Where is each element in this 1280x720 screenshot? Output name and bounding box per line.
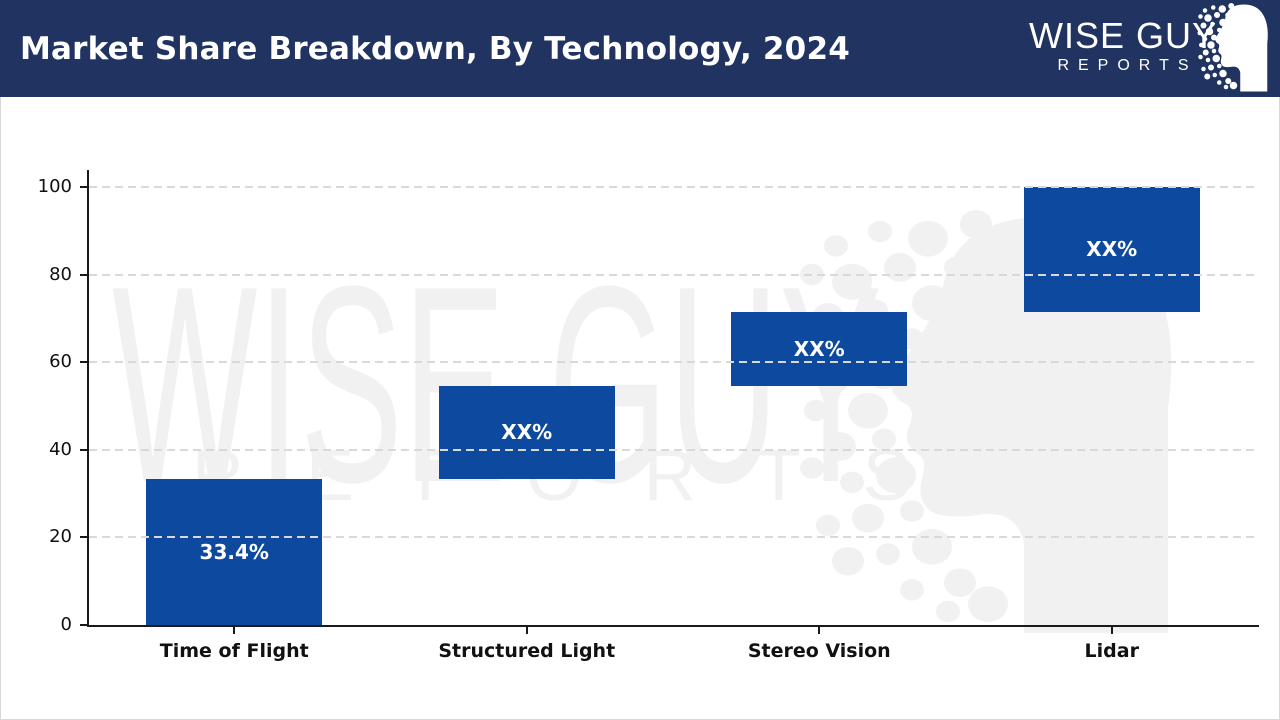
header-bar: Market Share Breakdown, By Technology, 2…: [0, 0, 1280, 97]
y-tick-mark: [80, 448, 88, 451]
y-gridline: [89, 186, 1258, 188]
waterfall-bar: [1023, 187, 1200, 312]
y-tick-label: 40: [49, 438, 72, 460]
logo-wordmark: WISE GUY: [1028, 15, 1217, 56]
y-tick-label: 60: [49, 351, 72, 373]
bar-value-label: 33.4%: [199, 539, 269, 564]
waterfall-bar: [731, 311, 908, 387]
y-tick-mark: [80, 186, 88, 188]
x-category-label: Lidar: [1084, 640, 1139, 662]
bar-value-label: XX%: [1086, 237, 1138, 262]
y-gridline: [89, 361, 1258, 364]
brand-logo: WISE GUY REPORTS: [1029, 18, 1217, 74]
x-category-label: Stereo Vision: [747, 640, 891, 662]
x-axis-line: [87, 625, 1259, 627]
y-tick-mark: [80, 536, 88, 539]
y-tick-label: 0: [60, 614, 72, 635]
bar-value-label: XX%: [501, 420, 553, 445]
bar-value-label: XX%: [793, 337, 845, 362]
y-tick-label: 100: [37, 176, 72, 197]
y-gridline: [89, 273, 1258, 276]
x-category-label: Structured Light: [438, 640, 616, 662]
chart-title: Market Share Breakdown, By Technology, 2…: [20, 30, 850, 67]
x-tick-mark: [1110, 627, 1113, 634]
x-tick-mark: [525, 627, 528, 634]
y-tick-mark: [80, 361, 88, 364]
x-tick-mark: [233, 627, 236, 634]
y-tick-label: 20: [49, 526, 72, 548]
x-category-label: Time of Flight: [159, 640, 309, 662]
y-gridline: [89, 448, 1258, 451]
y-tick-mark: [80, 273, 88, 276]
y-tick-mark: [80, 624, 88, 626]
wise-guy-head-icon: [1194, 3, 1270, 93]
waterfall-bar: [438, 386, 615, 479]
x-tick-mark: [818, 627, 821, 634]
y-gridline: [89, 536, 1258, 539]
y-tick-label: 80: [49, 263, 72, 285]
y-axis-line: [87, 170, 89, 627]
waterfall-bar: [146, 478, 323, 625]
logo-subtext: REPORTS: [1057, 57, 1198, 74]
